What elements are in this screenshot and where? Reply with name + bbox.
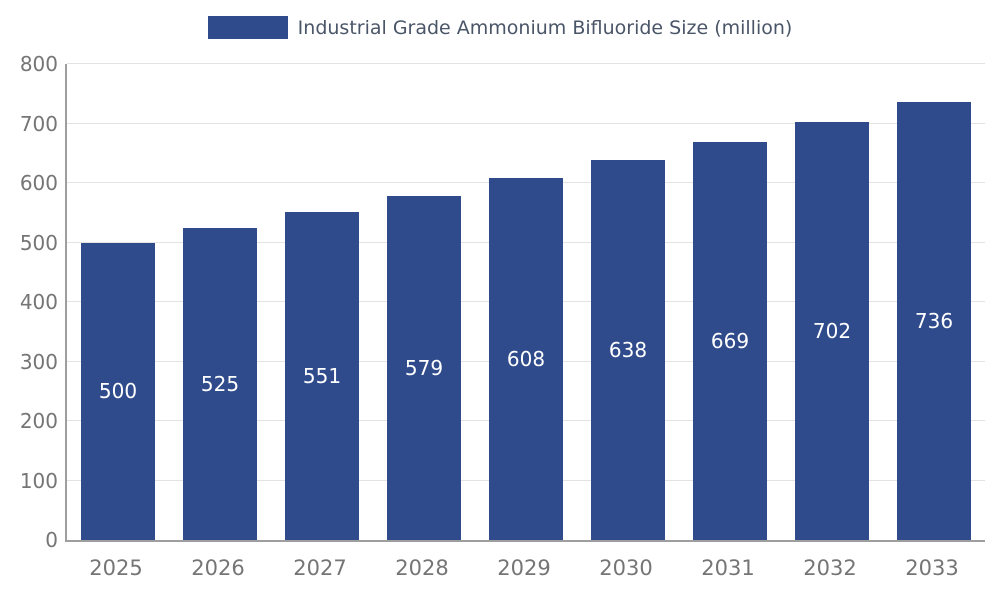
bar-value-label: 736: [914, 309, 954, 334]
x-tick-label: 2025: [89, 556, 143, 580]
bar-value-label: 638: [608, 338, 648, 363]
bar: 608: [489, 178, 563, 540]
bar: 500: [81, 242, 155, 540]
legend-label: Industrial Grade Ammonium Bifluoride Siz…: [297, 16, 793, 39]
gridline: [67, 122, 985, 124]
bar-value-label: 500: [98, 379, 138, 404]
y-tick-label: 100: [19, 468, 58, 493]
x-tick-label: 2032: [803, 556, 857, 580]
bars-container: 500 525 551 579 608 638 669 702 736: [67, 64, 985, 540]
bar-band: 669: [679, 64, 781, 540]
bar-value-label: 669: [710, 328, 750, 353]
bar-band: 579: [373, 64, 475, 540]
legend-swatch: [207, 16, 288, 39]
x-tick-label: 2029: [497, 556, 551, 580]
bar-value-label: 551: [302, 364, 342, 389]
bar-band: 702: [781, 64, 883, 540]
x-tick-label: 2033: [905, 556, 959, 580]
x-tick-label: 2031: [701, 556, 755, 580]
bar-band: 500: [67, 64, 169, 540]
bar: 669: [693, 141, 767, 540]
bar-value-label: 579: [404, 355, 444, 380]
y-tick-label: 400: [19, 290, 58, 314]
bar-value-label: 608: [506, 347, 546, 372]
bar-value-label: 525: [200, 371, 240, 396]
bar-band: 551: [271, 64, 373, 540]
y-tick-label: 600: [19, 171, 58, 195]
bar: 551: [285, 212, 359, 540]
bar: 525: [183, 227, 257, 540]
y-tick-label: 500: [19, 230, 58, 255]
y-tick-label: 0: [45, 528, 58, 552]
gridline: [67, 63, 985, 64]
bar-band: 638: [577, 64, 679, 540]
bar-band: 608: [475, 64, 577, 540]
x-tick-label: 2028: [395, 556, 449, 580]
bar: 638: [591, 160, 665, 540]
y-tick-label: 800: [19, 52, 58, 76]
y-axis: 0 100 200 300 400 500 600 700 800: [0, 52, 58, 552]
bar-band: 736: [883, 64, 985, 540]
x-tick-label: 2027: [293, 556, 347, 580]
y-tick-label: 200: [19, 409, 58, 433]
x-tick-label: 2030: [599, 556, 653, 580]
bar: 736: [897, 102, 971, 540]
x-axis: 2025 2026 2027 2028 2029 2030 2031 2032 2033: [65, 556, 983, 580]
y-tick-label: 700: [19, 111, 58, 136]
bar-value-label: 702: [812, 319, 852, 344]
bar: 579: [387, 195, 461, 540]
plot-area: 500 525 551 579 608 638 669 702 736: [65, 63, 985, 542]
y-tick-label: 300: [19, 349, 58, 374]
bar: 702: [795, 122, 869, 540]
chart-legend: Industrial Grade Ammonium Bifluoride Siz…: [0, 16, 1000, 39]
bar-band: 525: [169, 64, 271, 540]
x-tick-label: 2026: [191, 556, 245, 580]
